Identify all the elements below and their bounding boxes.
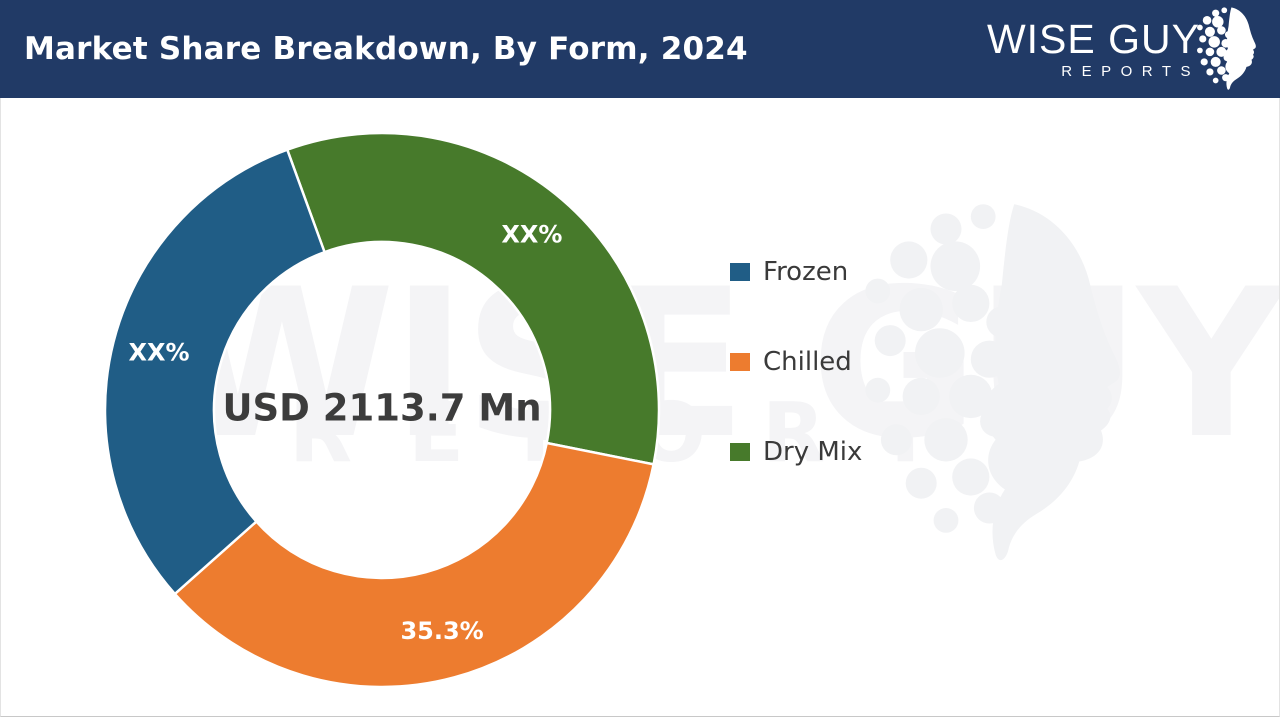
slice-label-dry-mix: XX%: [501, 221, 562, 249]
logo-text: WISE GUY REPORTS: [986, 16, 1200, 80]
logo-subtext: REPORTS: [1061, 63, 1200, 80]
legend-item-frozen[interactable]: Frozen: [730, 258, 862, 286]
donut-center-value: USD 2113.7 Mn: [222, 387, 541, 430]
legend-swatch: [730, 263, 750, 281]
legend-swatch: [730, 443, 750, 461]
logo-wordmark: WISE GUY: [986, 16, 1200, 62]
header: Market Share Breakdown, By Form, 2024 WI…: [0, 0, 1280, 98]
legend-item-dry-mix[interactable]: Dry Mix: [730, 438, 862, 466]
donut-chart: XX% 35.3% XX% USD 2113.7 Mn: [103, 131, 661, 689]
legend-swatch: [730, 353, 750, 371]
slice-frozen[interactable]: [103, 148, 327, 596]
wiseguy-logo: WISE GUY REPORTS: [987, 6, 1266, 92]
slice-chilled[interactable]: [173, 441, 656, 689]
legend-label: Chilled: [763, 347, 852, 377]
legend-item-chilled[interactable]: Chilled: [730, 348, 862, 376]
watermark-face-icon: [865, 204, 1120, 561]
page-title: Market Share Breakdown, By Form, 2024: [24, 31, 748, 67]
legend-label: Frozen: [763, 257, 849, 287]
legend-label: Dry Mix: [763, 437, 863, 467]
chart-legend: Frozen Chilled Dry Mix: [730, 258, 862, 528]
slice-dry-mix[interactable]: [285, 131, 661, 466]
slice-label-chilled: 35.3%: [400, 617, 483, 645]
slice-label-frozen: XX%: [128, 339, 189, 367]
face-logo-icon: [1197, 7, 1256, 90]
chart-area: WISE GUY REPORTS XX% 35.3% XX% USD 2113.7 M…: [0, 98, 1280, 717]
